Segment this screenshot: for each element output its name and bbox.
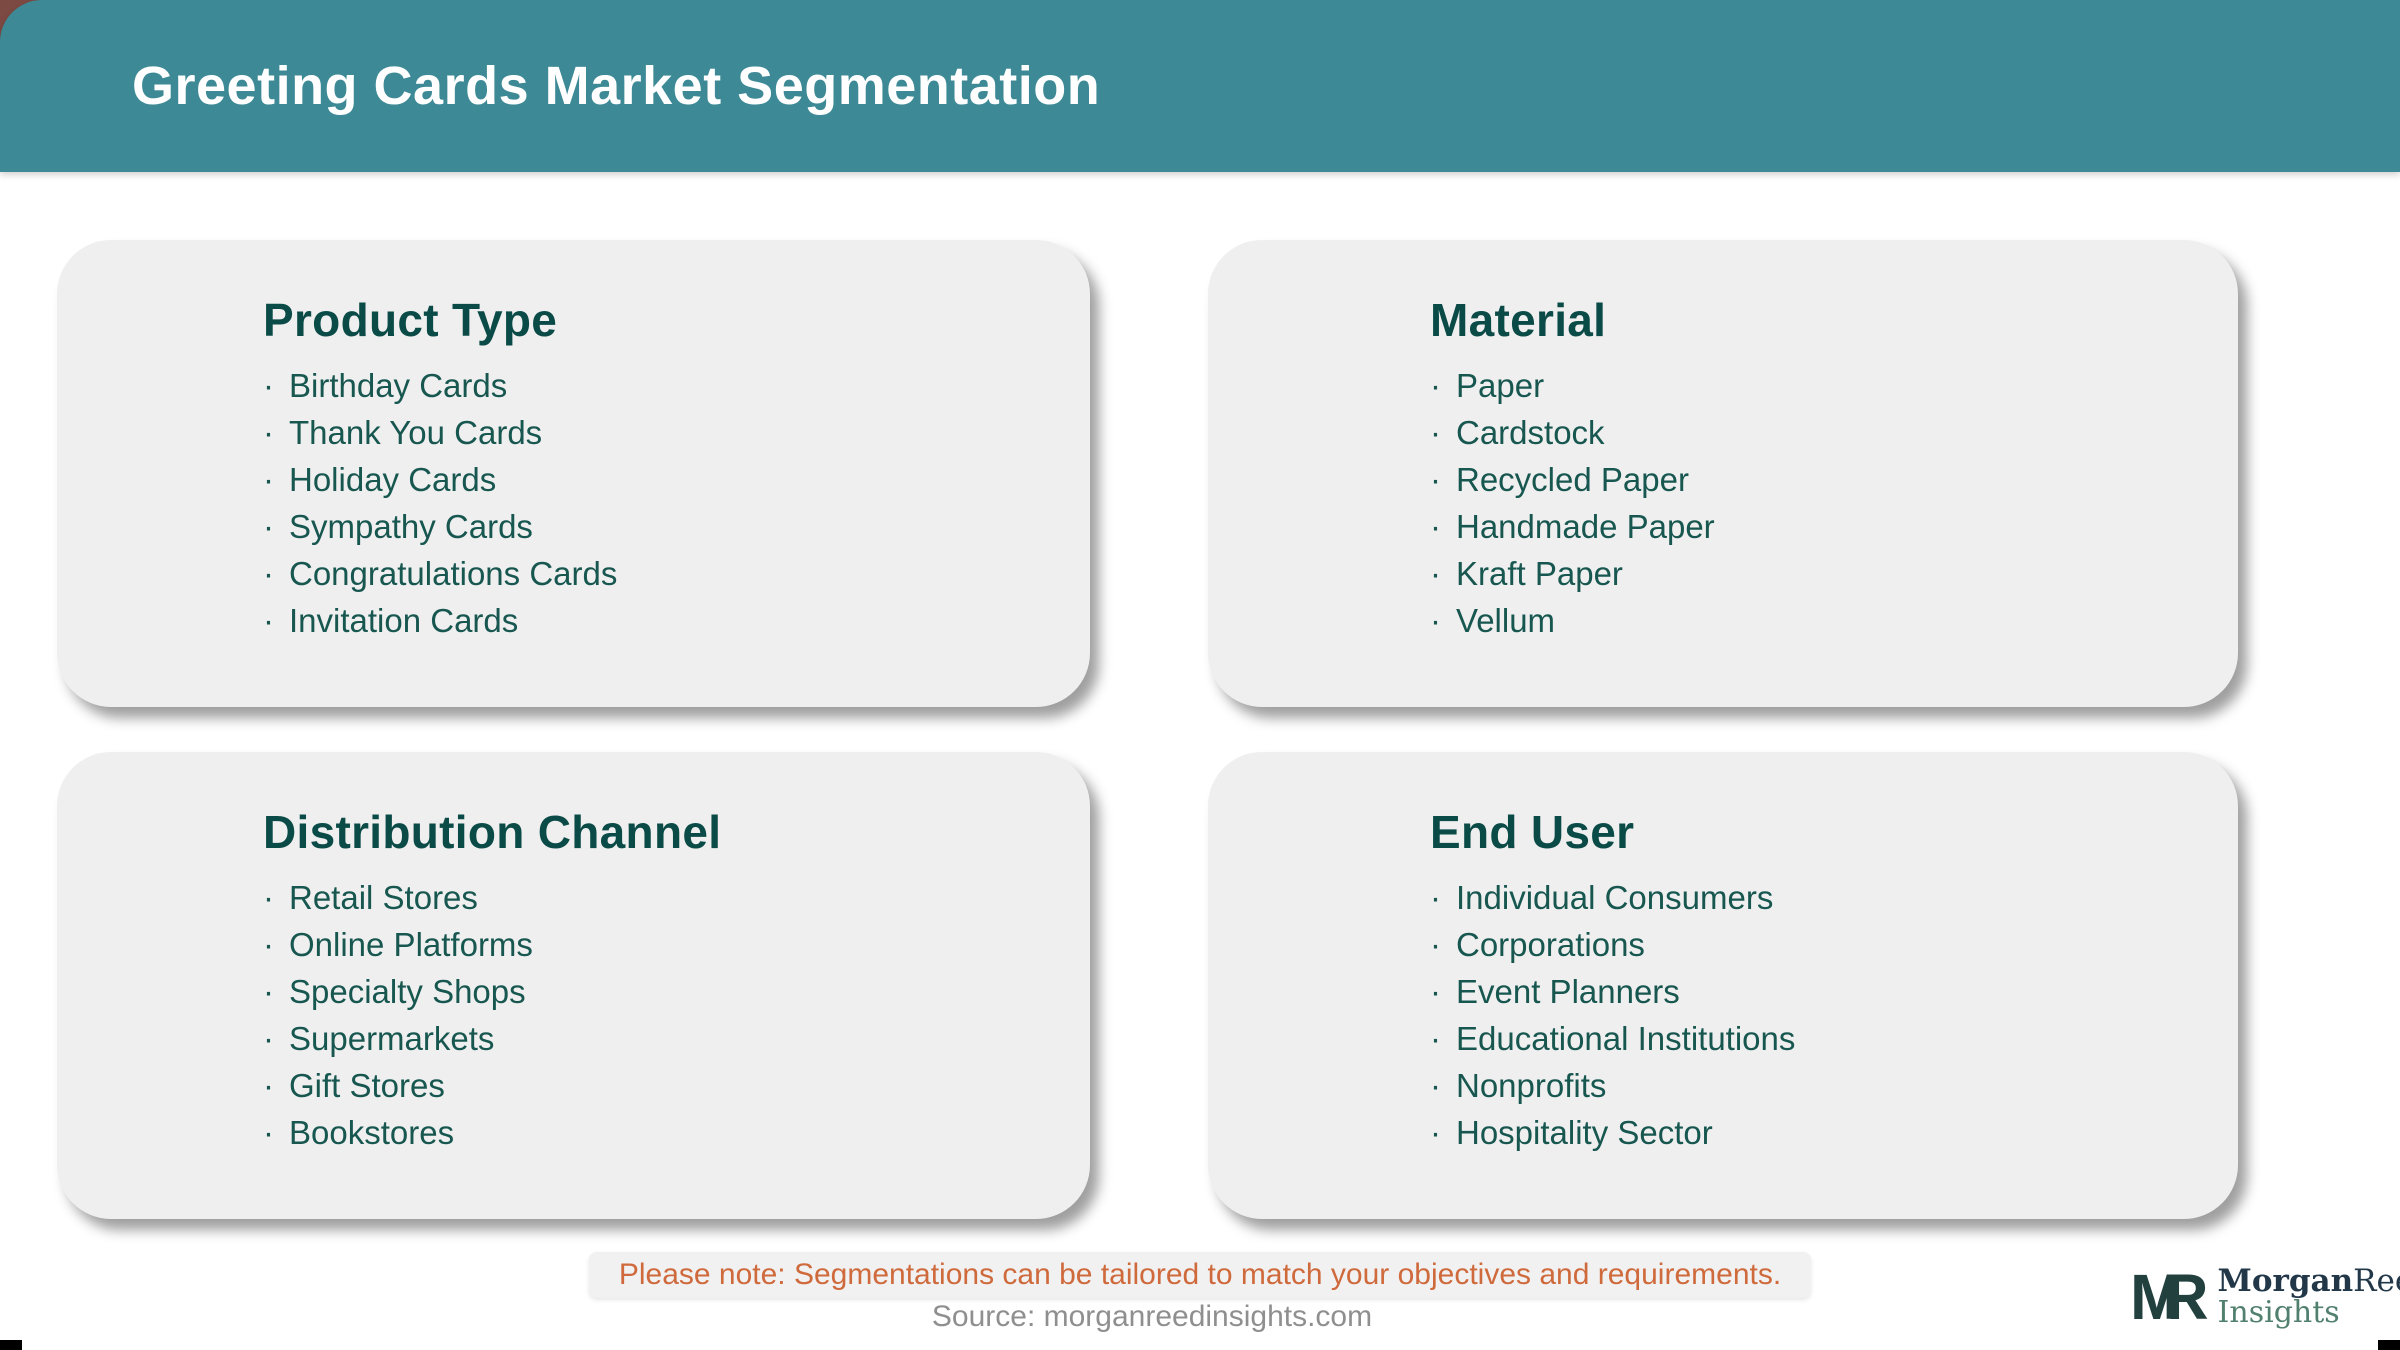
segment-item: Hospitality Sector	[1430, 1109, 2198, 1156]
segment-item: Gift Stores	[263, 1062, 1050, 1109]
segment-item: Paper	[1430, 362, 2198, 409]
segment-item: Vellum	[1430, 597, 2198, 644]
monogram-letter-r: R	[2162, 1261, 2208, 1333]
segment-list-end-user: Individual ConsumersCorporationsEvent Pl…	[1430, 874, 2198, 1156]
segment-item: Bookstores	[263, 1109, 1050, 1156]
segment-title-end-user: End User	[1430, 806, 1635, 858]
morganreed-logo: M R MorganReed Insights	[2130, 1262, 2400, 1332]
card-product-type: Product Type Birthday CardsThank You Car…	[57, 240, 1090, 707]
segment-item: Educational Institutions	[1430, 1015, 2198, 1062]
mr-monogram-icon: M R	[2130, 1261, 2209, 1333]
segment-item: Cardstock	[1430, 409, 2198, 456]
segment-item: Thank You Cards	[263, 409, 1050, 456]
segment-item: Corporations	[1430, 921, 2198, 968]
source-text: Source: morganreedinsights.com	[931, 1300, 1373, 1333]
header-bar: Greeting Cards Market Segmentation	[0, 0, 2400, 172]
segment-item: Congratulations Cards	[263, 550, 1050, 597]
segment-item: Nonprofits	[1430, 1062, 2198, 1109]
logo-text: MorganReed Insights	[2217, 1262, 2400, 1330]
page-title: Greeting Cards Market Segmentation	[132, 56, 1101, 116]
segment-title-material: Material	[1430, 294, 1607, 346]
note-text: Please note: Segmentations can be tailor…	[618, 1258, 1782, 1291]
segment-item: Online Platforms	[263, 921, 1050, 968]
segment-item: Holiday Cards	[263, 456, 1050, 503]
card-distribution-channel: Distribution Channel Retail StoresOnline…	[57, 752, 1090, 1219]
segment-list-material: PaperCardstockRecycled PaperHandmade Pap…	[1430, 362, 2198, 644]
logo-name-morgan: Morgan	[2217, 1262, 2354, 1299]
segment-title-distribution-channel: Distribution Channel	[263, 806, 722, 858]
segment-item: Invitation Cards	[263, 597, 1050, 644]
segment-item: Sympathy Cards	[263, 503, 1050, 550]
logo-name: MorganReed	[2217, 1262, 2400, 1299]
segment-item: Kraft Paper	[1430, 550, 2198, 597]
segment-item: Event Planners	[1430, 968, 2198, 1015]
card-material: Material PaperCardstockRecycled PaperHan…	[1208, 240, 2238, 707]
segment-item: Retail Stores	[263, 874, 1050, 921]
segment-item: Handmade Paper	[1430, 503, 2198, 550]
monogram-letter-m: M	[2130, 1261, 2183, 1333]
segment-list-distribution-channel: Retail StoresOnline PlatformsSpecialty S…	[263, 874, 1050, 1156]
segment-item: Recycled Paper	[1430, 456, 2198, 503]
segment-item: Individual Consumers	[1430, 874, 2198, 921]
logo-tagline: Insights	[2217, 1294, 2340, 1330]
logo-name-reed: Reed	[2353, 1262, 2400, 1299]
segment-item: Specialty Shops	[263, 968, 1050, 1015]
segment-title-product-type: Product Type	[263, 294, 558, 346]
screen-artifact-right	[2378, 1340, 2400, 1350]
screen-artifact-left	[0, 1340, 22, 1350]
segment-item: Birthday Cards	[263, 362, 1050, 409]
segment-item: Supermarkets	[263, 1015, 1050, 1062]
note-banner: Please note: Segmentations can be tailor…	[589, 1252, 1811, 1298]
card-end-user: End User Individual ConsumersCorporation…	[1208, 752, 2238, 1219]
segment-list-product-type: Birthday CardsThank You CardsHoliday Car…	[263, 362, 1050, 644]
